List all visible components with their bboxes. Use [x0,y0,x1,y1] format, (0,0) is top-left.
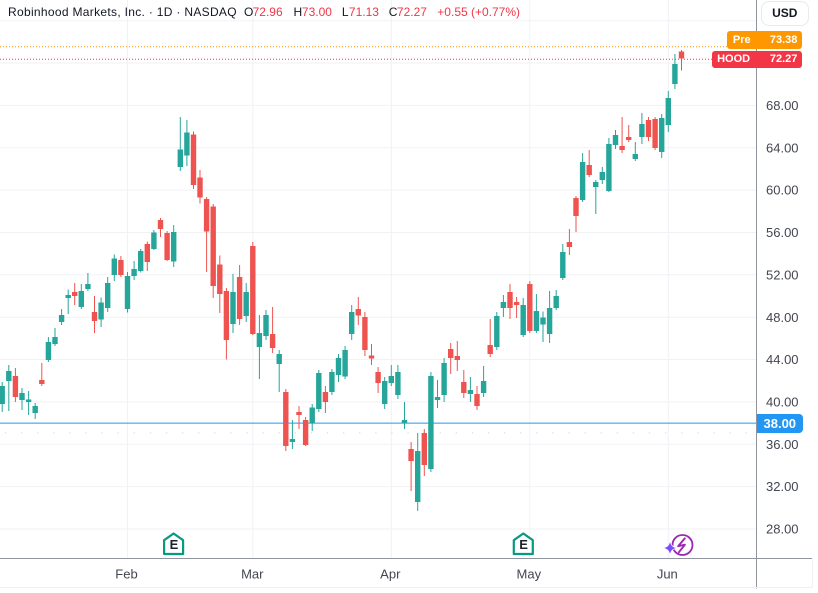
svg-text:Apr: Apr [380,567,401,582]
svg-text:Feb: Feb [115,567,137,582]
svg-text:60.00: 60.00 [766,183,799,198]
svg-text:May: May [517,567,542,582]
svg-text:Jun: Jun [657,567,678,582]
svg-text:52.00: 52.00 [766,267,799,282]
svg-text:E: E [170,537,179,552]
svg-text:32.00: 32.00 [766,479,799,494]
svg-text:28.00: 28.00 [766,522,799,537]
svg-text:E: E [519,537,528,552]
svg-text:Mar: Mar [241,567,264,582]
svg-text:44.00: 44.00 [766,352,799,367]
svg-text:40.00: 40.00 [766,395,799,410]
svg-text:64.00: 64.00 [766,140,799,155]
svg-text:36.00: 36.00 [766,437,799,452]
svg-text:68.00: 68.00 [766,98,799,113]
svg-text:48.00: 48.00 [766,310,799,325]
svg-text:56.00: 56.00 [766,225,799,240]
